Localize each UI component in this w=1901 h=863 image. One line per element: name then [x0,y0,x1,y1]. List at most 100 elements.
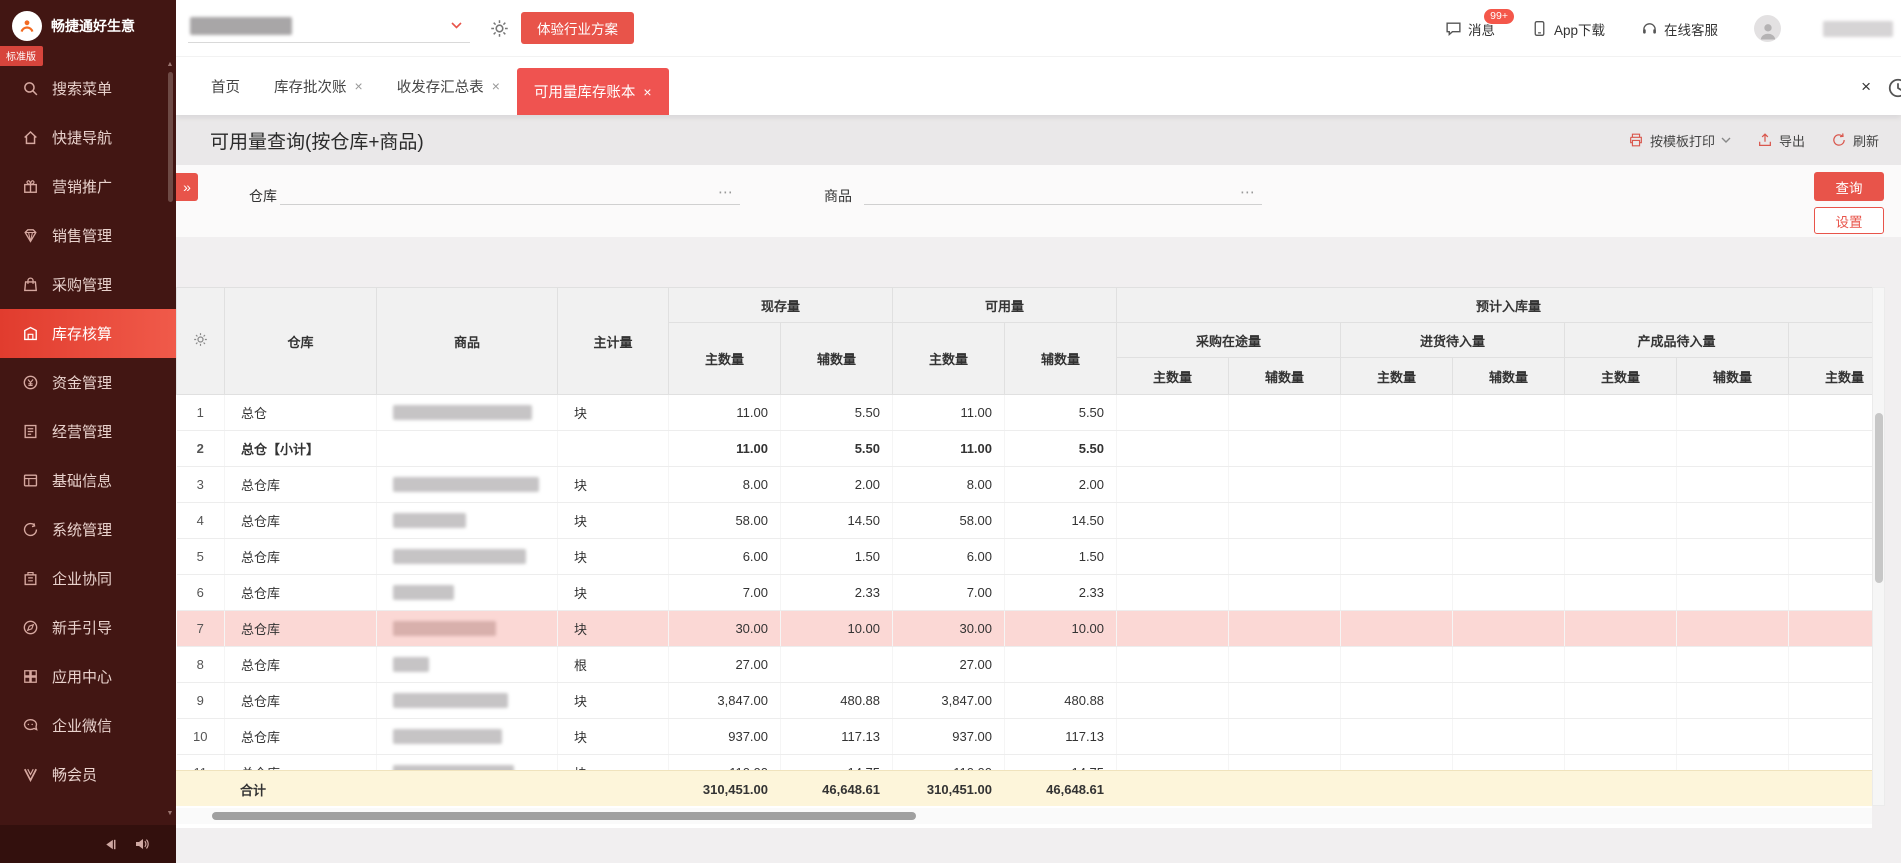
onhand-aux-qty: 10.00 [780,610,894,647]
table-row[interactable]: 8 总仓库根 27.00 27.00 [176,646,1872,683]
finished-pending-aux-qty [1676,394,1790,431]
sidebar-item-member[interactable]: 畅会员 [0,750,176,799]
col-header-product[interactable]: 商品 [376,287,558,395]
headset-icon [1643,23,1656,34]
settings-button[interactable]: 设置 [1814,207,1884,234]
sidebar-item-sales[interactable]: 销售管理 [0,211,176,260]
col-header-main-qty[interactable]: 主数量 [1116,357,1230,395]
table-row[interactable]: 9 总仓库块 3,847.00 480.88 3,847.00 480.88 [176,682,1872,719]
product-cell [376,718,558,755]
col-header-main-qty[interactable]: 主数量 [892,322,1006,395]
table-row[interactable]: 10 总仓库块 937.00 117.13 937.00 117.13 [176,718,1872,755]
sidebar-item-guide[interactable]: 新手引导 [0,603,176,652]
col-header-aux-qty[interactable]: 辅数量 [1452,357,1566,395]
redacted-product-name [393,693,508,708]
available-main-qty: 3,847.00 [892,682,1006,719]
col-header-main-qty[interactable]: 主数量 [668,322,781,395]
available-main-qty: 58.00 [892,502,1006,539]
sidebar-item-search[interactable]: 搜索菜单 [0,64,176,113]
onhand-aux-qty: 2.33 [780,574,894,611]
close-tab-icon[interactable]: × [643,83,652,100]
close-icon[interactable]: × [1861,77,1871,96]
onhand-aux-qty: 14.50 [780,502,894,539]
available-aux-qty: 14.75 [1004,754,1118,770]
table-row[interactable]: 5 总仓库块 6.00 1.50 6.00 1.50 [176,538,1872,575]
online-service-button[interactable]: 在线客服 [1641,19,1718,39]
col-header-main-qty[interactable]: 主数量 [1788,357,1872,395]
organization-select[interactable] [188,13,470,43]
warehouse-filter-input[interactable]: ⋯ [280,175,740,205]
query-button[interactable]: 查询 [1814,172,1884,201]
collapse-sidebar-icon[interactable] [103,837,118,852]
more-options-icon[interactable]: ⋯ [1240,184,1256,201]
col-header-main-unit[interactable]: 主计量 [557,287,669,395]
sidebar-scrollbar[interactable]: ▲ ▼ [165,60,175,819]
product-filter-input[interactable]: ⋯ [864,175,1262,205]
sidebar-item-base-info[interactable]: 基础信息 [0,456,176,505]
onhand-aux-qty: 1.50 [780,538,894,575]
sidebar-item-operations[interactable]: 经营管理 [0,407,176,456]
avatar[interactable] [1754,15,1781,42]
sidebar-item-collaboration[interactable]: 企业协同 [0,554,176,603]
col-header-main-qty[interactable]: 主数量 [1340,357,1454,395]
col-header-aux-qty[interactable]: 辅数量 [1004,322,1118,395]
sidebar-item-label: 基础信息 [52,473,113,490]
warehouse-cell: 总仓库 [224,682,377,719]
scroll-down-icon[interactable]: ▼ [166,810,174,817]
sidebar-item-gift[interactable]: 营销推广 [0,162,176,211]
refresh-button[interactable]: 刷新 [1831,131,1879,150]
close-tab-icon[interactable]: × [491,78,500,94]
tab-history-icon[interactable] [1887,77,1901,99]
app-download-button[interactable]: App下载 [1531,19,1605,39]
table-row[interactable]: 2 总仓【小计】 11.00 5.50 11.00 5.50 [176,430,1872,467]
tab-home[interactable]: 首页 [194,57,257,115]
sidebar-item-purchase[interactable]: 采购管理 [0,260,176,309]
app-title: 畅捷通好生意 [51,18,135,34]
sidebar-item-funds[interactable]: 资金管理 [0,358,176,407]
unit-cell: 块 [557,538,669,575]
table-row[interactable]: 7 总仓库块 30.00 10.00 30.00 10.00 [176,610,1872,647]
print-by-template-button[interactable]: 按模板打印 [1628,131,1731,150]
table-row[interactable]: 3 总仓库块 8.00 2.00 8.00 2.00 [176,466,1872,503]
close-tab-icon[interactable]: × [354,78,363,94]
sidebar-scroll-thumb[interactable] [167,72,173,202]
phone-icon [1534,21,1545,36]
tab-inventory-batch-ledger[interactable]: 库存批次账 × [257,57,380,115]
table-row[interactable]: 6 总仓库块 7.00 2.33 7.00 2.33 [176,574,1872,611]
col-header-aux-qty[interactable]: 辅数量 [1676,357,1790,395]
column-settings-header[interactable] [176,287,225,395]
sidebar-item-wechat[interactable]: 企业微信 [0,701,176,750]
col-header-warehouse[interactable]: 仓库 [224,287,377,395]
sound-icon[interactable] [134,836,150,852]
scroll-up-icon[interactable]: ▲ [166,61,174,68]
horizontal-scrollbar[interactable] [176,808,1872,824]
home-icon [22,129,39,146]
expand-filters-button[interactable]: » [176,173,198,201]
export-button[interactable]: 导出 [1757,131,1805,150]
available-aux-qty [1004,646,1118,683]
sidebar-item-home[interactable]: 快捷导航 [0,113,176,162]
vertical-scrollbar[interactable] [1872,287,1885,806]
more-options-icon[interactable]: ⋯ [718,184,734,201]
tab-label: 首页 [211,79,240,96]
v-scroll-thumb[interactable] [1875,413,1883,583]
sidebar-item-label: 销售管理 [52,228,113,245]
tab-inout-summary[interactable]: 收发存汇总表 × [380,57,517,115]
table-row[interactable]: 1 总仓块 11.00 5.50 11.00 5.50 [176,394,1872,431]
sidebar-item-app-center[interactable]: 应用中心 [0,652,176,701]
messages-button[interactable]: 消息 99+ [1445,7,1515,39]
sidebar-item-system[interactable]: 系统管理 [0,505,176,554]
col-header-aux-qty[interactable]: 辅数量 [779,322,894,395]
tab-available-qty-ledger[interactable]: 可用量库存账本 × [516,68,669,115]
funds-icon [22,374,39,391]
h-scroll-thumb[interactable] [212,812,916,820]
settings-gear-icon[interactable] [490,19,509,38]
sidebar-item-inventory[interactable]: 库存核算 [0,309,176,358]
col-header-aux-qty[interactable]: 辅数量 [1228,357,1342,395]
app-logo[interactable]: 畅捷通好生意 [0,0,176,41]
table-row[interactable]: 4 总仓库块 58.00 14.50 58.00 14.50 [176,502,1872,539]
experience-plan-button[interactable]: 体验行业方案 [521,12,634,44]
col-header-main-qty[interactable]: 主数量 [1564,357,1678,395]
warehouse-cell: 总仓库 [224,754,377,770]
